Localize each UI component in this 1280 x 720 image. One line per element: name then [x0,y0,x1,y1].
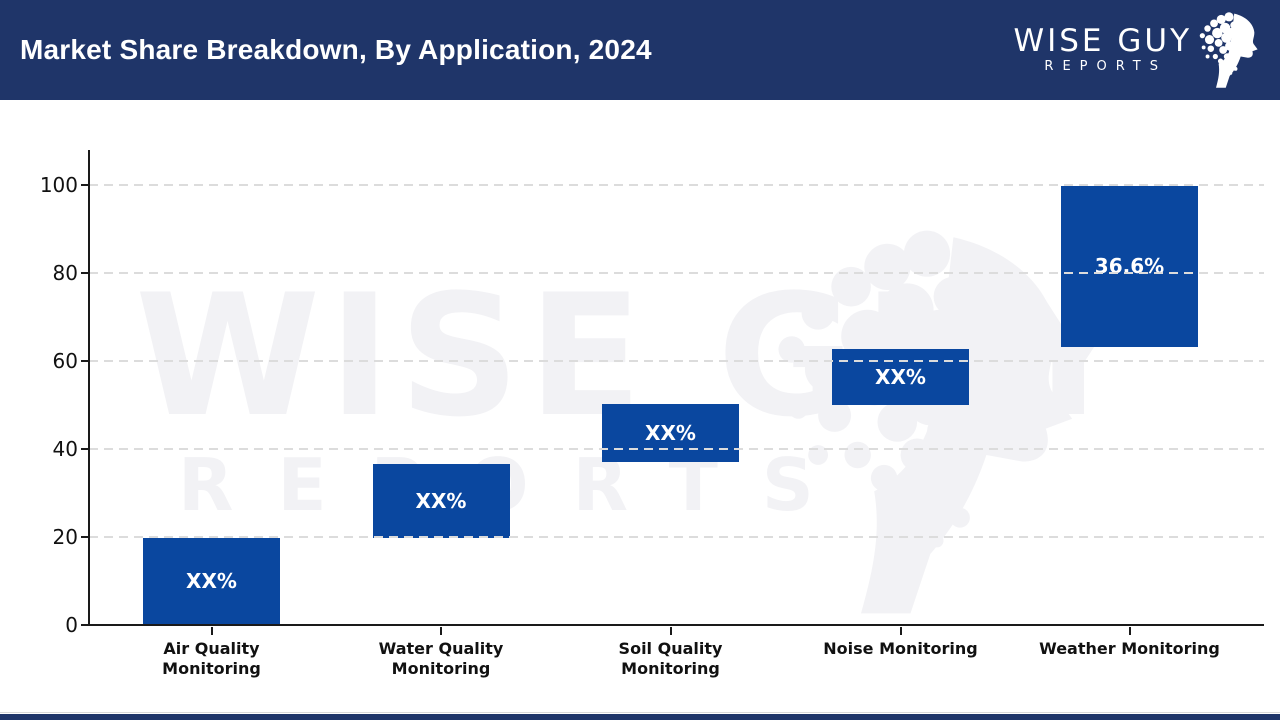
x-tick-mark [1128,627,1131,635]
bar-value-label: XX% [415,488,467,513]
footer-strip [0,714,1280,720]
y-tick-mark [81,448,89,450]
bar: XX% [372,463,510,538]
gridline [89,448,1264,450]
x-tick-mark [440,627,442,635]
x-tick-mark [899,627,902,635]
bar: 36.6% [1061,185,1198,347]
bar-value-label: XX% [645,421,696,446]
logo-line2: REPORTS [1044,59,1168,74]
bar: XX% [832,348,969,405]
watermark-subtext: REPORTS [178,443,858,527]
watermark-head-icon [762,222,1092,626]
y-tick-mark [81,272,89,274]
brand-logo: WISE GUY REPORTS [1013,11,1280,89]
y-tick-mark [81,624,89,626]
x-tick-mark [669,627,672,635]
y-tick-mark [81,536,89,538]
x-tick-mark [210,627,213,635]
gridline [89,184,1264,186]
gridline [89,536,1264,538]
page-title: Market Share Breakdown, By Application, … [20,34,652,65]
x-axis-label: Air Quality Monitoring [162,639,261,678]
x-axis-label: Noise Monitoring [823,639,978,658]
bar: XX% [143,537,280,625]
logo-line1: WISE GUY [1013,23,1192,59]
x-axis-label: Water Quality Monitoring [378,639,504,678]
footer-divider [0,712,1280,713]
x-axis-spine [88,624,1264,626]
header: Market Share Breakdown, By Application, … [0,0,1280,100]
y-tick-label: 60 [52,349,78,373]
logo-wordmark: WISE GUY REPORTS [1013,23,1192,75]
y-tick-label: 80 [52,261,78,285]
gridline [89,360,1264,362]
y-tick-mark [81,360,89,362]
x-axis-label: Weather Monitoring [1039,639,1220,658]
y-tick-label: 100 [39,173,78,197]
y-tick-label: 20 [52,525,78,549]
y-axis-spine [88,150,90,626]
bar-value-label: XX% [186,569,237,594]
bar-value-label: 36.6% [1094,254,1165,279]
x-axis-label: Soil Quality Monitoring [618,639,723,678]
y-tick-mark [81,184,89,186]
bar: XX% [602,404,739,463]
gridline [89,272,1264,274]
bar-value-label: XX% [875,364,926,389]
y-tick-label: 0 [65,613,78,637]
y-tick-label: 40 [52,437,78,461]
